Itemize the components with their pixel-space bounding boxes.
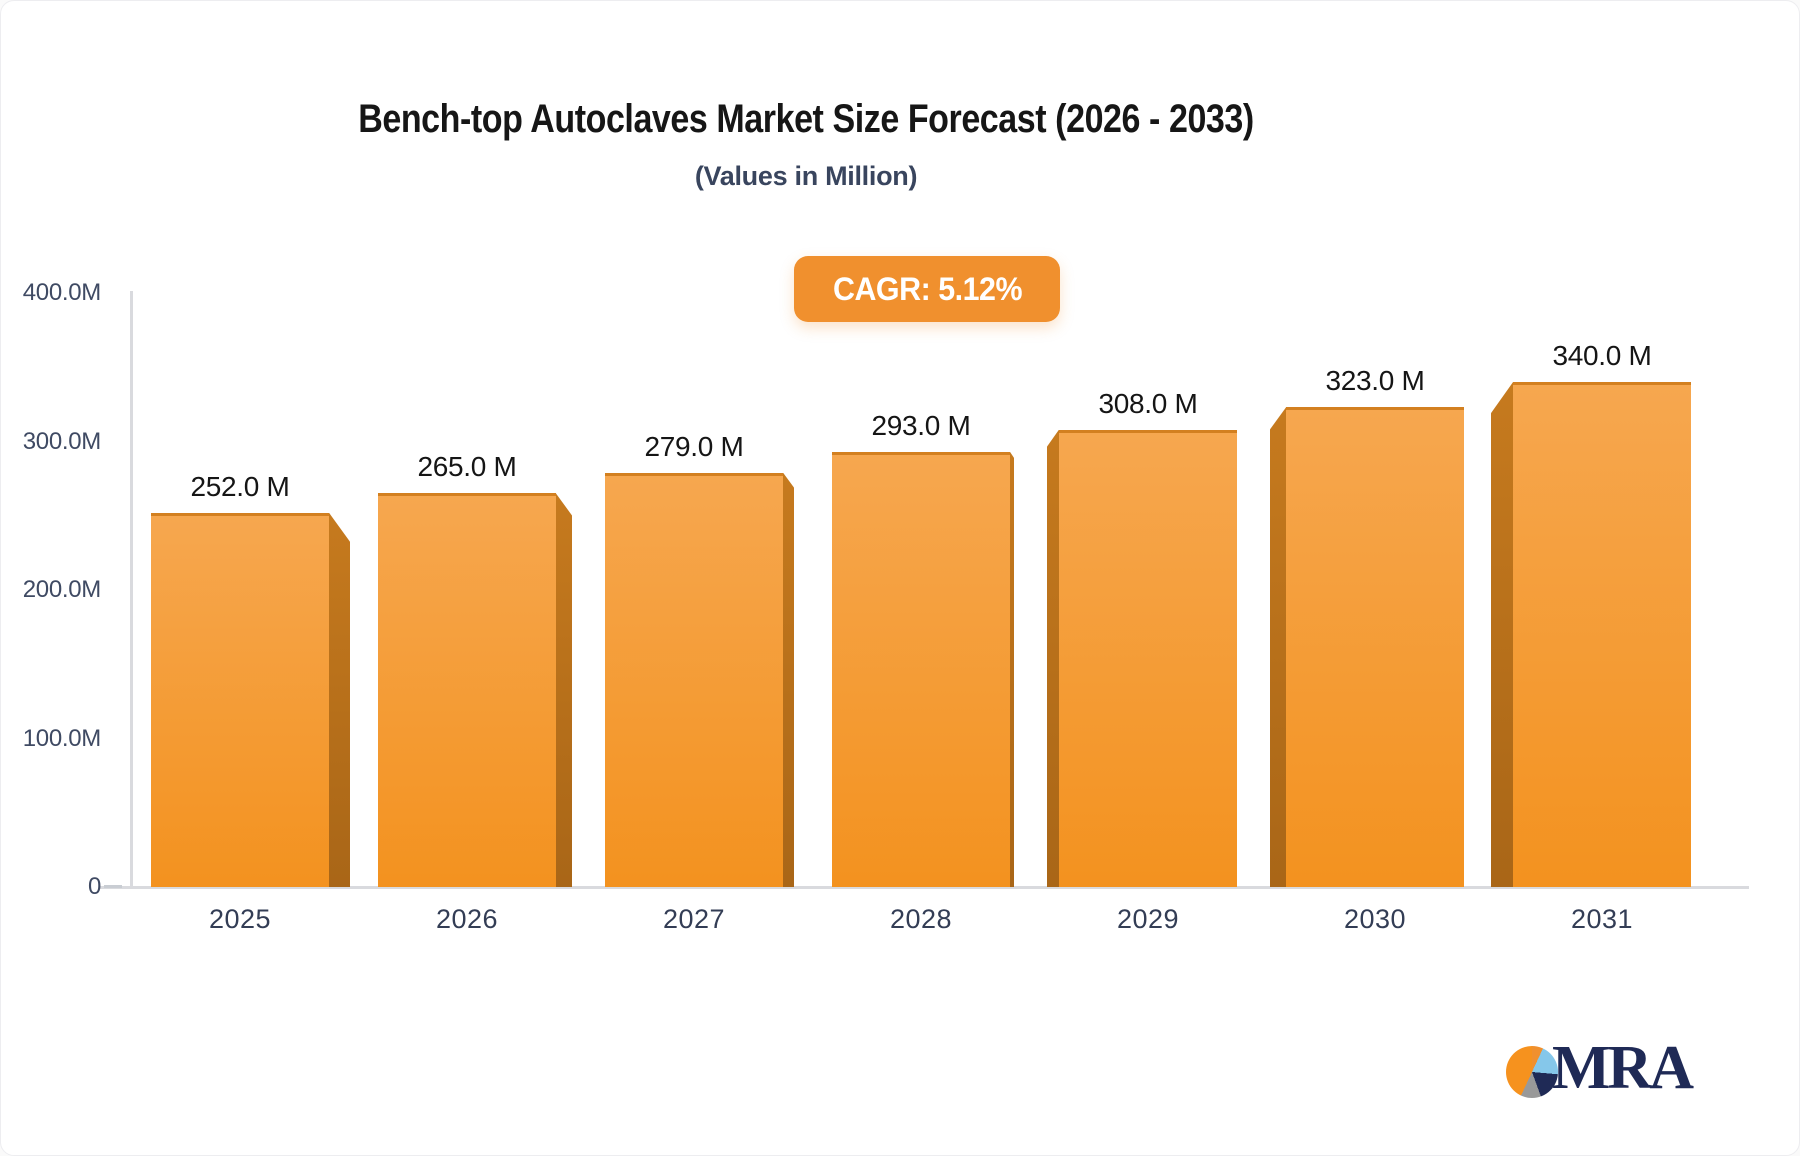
bar-side-face-2025 [329,512,350,887]
bar-value-label: 340.0 M [1552,340,1652,372]
bar-2029 [1059,429,1237,887]
y-axis-tick-label: 400.0M [22,279,102,306]
mra-logo-text: MRA [1552,1034,1694,1102]
bar-side-face-2026 [556,493,572,887]
chart-title: Bench-top Autoclaves Market Size Forecas… [358,97,1254,141]
pie-chart-logo-icon [1506,1046,1558,1098]
bar-2025 [151,512,329,887]
y-axis-tick-label: 100.0M [22,724,102,752]
cagr-badge: CAGR: 5.12% [794,256,1060,322]
x-axis-label: 2031 [1570,904,1634,934]
x-axis-label: 2025 [208,904,272,934]
bar-side-face-2027 [783,472,794,887]
bar-2027 [605,472,783,887]
bar-2031 [1513,382,1691,887]
bar-side-face-2028 [1010,451,1014,887]
cagr-badge-label: CAGR: 5.12% [832,270,1022,307]
x-axis-baseline [99,886,1749,889]
y-axis-tick-label: 200.0M [22,576,102,603]
mra-logo: MRA [1506,1034,1694,1102]
y-axis-zero-tick [104,885,122,888]
x-axis-label: 2026 [435,904,499,934]
bar-side-face-2031 [1491,382,1513,887]
x-axis-label: 2027 [662,904,726,934]
y-axis-tick-label: 0 [87,873,101,900]
bar-2028 [832,451,1010,887]
bar-value-label: 265.0 M [417,451,517,483]
bar-value-label: 308.0 M [1098,387,1198,419]
bar-2026 [378,493,556,887]
x-axis-label: 2028 [889,904,953,934]
y-axis-tick-label: 300.0M [22,427,102,455]
bar-value-label: 323.0 M [1325,365,1425,397]
bar-value-label: 252.0 M [190,470,290,502]
y-axis-line [130,291,133,889]
x-axis-label: 2029 [1116,904,1180,934]
bar-side-face-2030 [1270,407,1286,887]
chart-subtitle: (Values in Million) [694,161,918,191]
bar-value-label: 279.0 M [644,430,744,462]
bar-2030 [1286,407,1464,887]
bar-value-label: 293.0 M [871,409,971,441]
bar-side-face-2029 [1047,429,1059,887]
x-axis-label: 2030 [1343,904,1407,934]
